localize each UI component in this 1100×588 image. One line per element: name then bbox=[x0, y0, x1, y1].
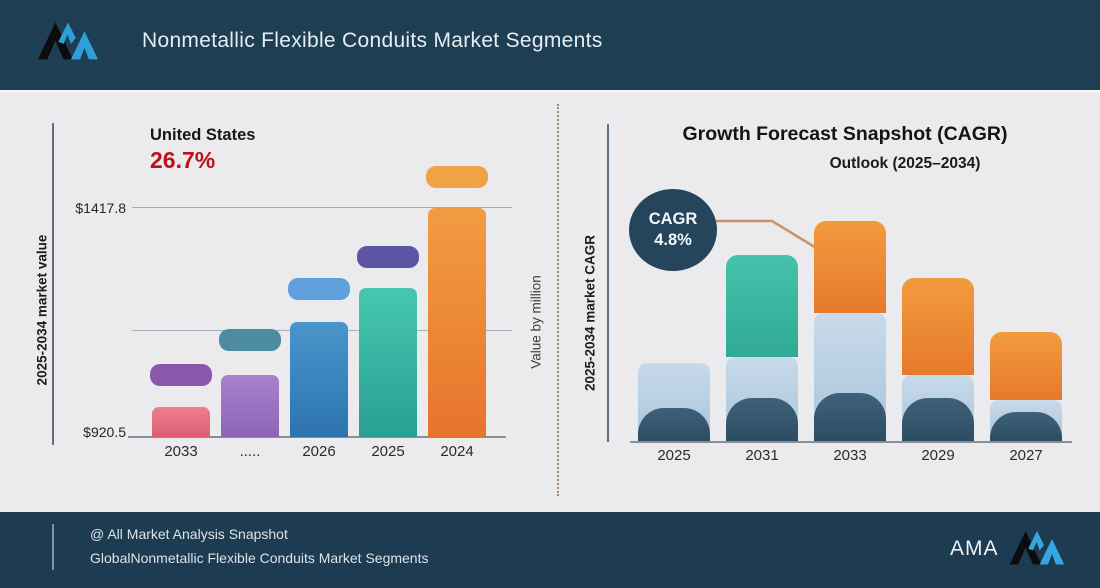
us-bar-floating-cap bbox=[357, 246, 419, 268]
cagr-bar-2027 bbox=[990, 122, 1062, 442]
right-chart-subtitle: Outlook (2025–2034) bbox=[829, 155, 981, 172]
cagr-bar-segment-base bbox=[726, 398, 798, 442]
footer-credit: @ All Market Analysis Snapshot bbox=[90, 526, 288, 542]
us-x-label: 2024 bbox=[440, 443, 474, 460]
cagr-bars bbox=[638, 122, 1062, 442]
cagr-bar-segment-top bbox=[814, 221, 886, 313]
cagr-x-label: 2033 bbox=[833, 447, 867, 464]
us-bar-2026 bbox=[288, 117, 350, 437]
y-tick-920: $920.5 bbox=[83, 424, 126, 440]
right-y-axis-line bbox=[607, 124, 609, 442]
panel-divider bbox=[557, 104, 559, 496]
us-bar-segment bbox=[359, 288, 417, 437]
us-bar-floating-cap bbox=[219, 329, 281, 351]
us-x-label: ..... bbox=[239, 443, 261, 460]
us-x-label: 2025 bbox=[371, 443, 405, 460]
right-chart-title: Growth Forecast Snapshot (CAGR) bbox=[682, 123, 1008, 145]
cagr-x-label: 2031 bbox=[745, 447, 779, 464]
us-bar-2024 bbox=[426, 117, 488, 437]
cagr-badge-label: CAGR bbox=[648, 210, 698, 229]
cagr-bar-segment-base bbox=[814, 393, 886, 442]
us-bar-floating-cap bbox=[288, 278, 350, 300]
footer-divider-line bbox=[52, 524, 54, 570]
cagr-x-label: 2027 bbox=[1009, 447, 1043, 464]
cagr-bar-2031 bbox=[726, 122, 798, 442]
cagr-x-label: 2029 bbox=[921, 447, 955, 464]
cagr-badge: CAGR 4.8% bbox=[629, 189, 717, 271]
left-x-axis-line bbox=[128, 436, 506, 438]
footer-report-title: GlobalNonmetallic Flexible Conduits Mark… bbox=[90, 550, 429, 566]
left-y-axis-label: 2025-2034 market value bbox=[34, 234, 50, 386]
value-by-million-label: Value by million bbox=[528, 275, 544, 369]
us-bar-segment bbox=[290, 322, 348, 437]
footer: @ All Market Analysis Snapshot GlobalNon… bbox=[0, 512, 1100, 588]
us-bars bbox=[150, 117, 488, 437]
footer-brand-text: AMA bbox=[950, 537, 999, 560]
us-bar-segment bbox=[221, 375, 279, 437]
cagr-bar-segment-top bbox=[902, 278, 974, 375]
cagr-badge-value: 4.8% bbox=[654, 231, 692, 249]
us-bar-floating-cap bbox=[150, 364, 212, 386]
right-x-axis-line bbox=[630, 441, 1072, 443]
us-x-labels: 2033..... 2026 2025 2024 bbox=[152, 443, 486, 460]
cagr-bar-segment-base bbox=[638, 408, 710, 442]
ama-logo-icon bbox=[37, 22, 99, 60]
right-y-axis-label: 2025-2034 market CAGR bbox=[582, 234, 598, 392]
y-tick-1417: $1417.8 bbox=[75, 200, 126, 216]
us-bar-segment bbox=[152, 407, 210, 437]
cagr-bar-2029 bbox=[902, 122, 974, 442]
us-bar-floating-cap bbox=[426, 166, 488, 188]
us-x-label: 2026 bbox=[302, 443, 336, 460]
us-bar-segment bbox=[428, 208, 486, 437]
gridline-top bbox=[132, 207, 512, 208]
cagr-bar-segment-top bbox=[990, 332, 1062, 400]
region-share-value: 26.7% bbox=[150, 147, 216, 173]
left-y-axis-line bbox=[52, 123, 54, 445]
cagr-bar-2025 bbox=[638, 122, 710, 442]
cagr-bar-segment-top bbox=[726, 255, 798, 357]
header: Nonmetallic Flexible Conduits Market Seg… bbox=[0, 0, 1100, 90]
us-bar-..... bbox=[219, 117, 281, 437]
cagr-bar-segment-base bbox=[902, 398, 974, 442]
footer-ama-logo-icon bbox=[1009, 531, 1065, 565]
us-bar-2033 bbox=[150, 117, 212, 437]
cagr-bar-segment-base bbox=[990, 412, 1062, 442]
cagr-x-labels: 2025 2031 2033 2029 2027 bbox=[638, 447, 1062, 464]
page-title: Nonmetallic Flexible Conduits Market Seg… bbox=[142, 29, 603, 52]
cagr-bar-2033 bbox=[814, 122, 886, 442]
cagr-x-label: 2025 bbox=[657, 447, 691, 464]
us-bar-2025 bbox=[357, 117, 419, 437]
region-label: United States bbox=[150, 126, 256, 144]
us-x-label: 2033 bbox=[164, 443, 198, 460]
